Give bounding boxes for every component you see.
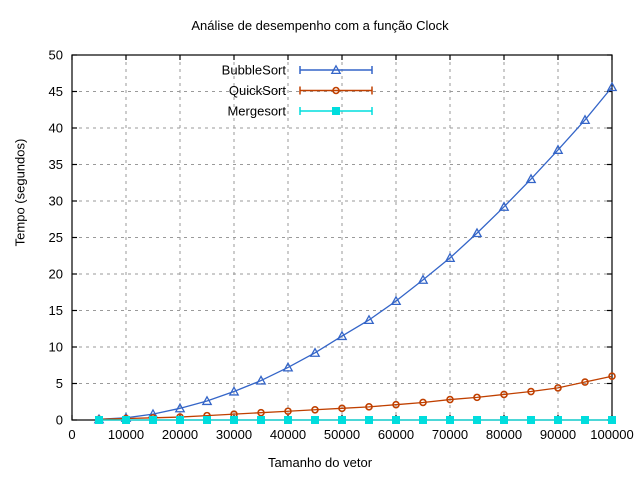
x-tick-label: 70000 — [432, 427, 468, 442]
data-point-marker — [95, 416, 103, 424]
data-point-marker — [338, 404, 346, 413]
y-tick-label: 15 — [49, 303, 63, 318]
gridlines — [72, 55, 612, 420]
data-point-marker — [446, 416, 454, 424]
x-tick-label: 20000 — [162, 427, 198, 442]
x-tick-label: 90000 — [540, 427, 576, 442]
data-point-marker — [473, 416, 481, 424]
data-point-marker — [527, 416, 535, 424]
data-point-marker — [228, 385, 240, 396]
y-tick-label: 0 — [56, 413, 63, 428]
x-tick-label: 60000 — [378, 427, 414, 442]
data-point-marker — [554, 384, 562, 392]
data-point-marker — [230, 416, 238, 424]
legend-label-quicksort: QuickSort — [229, 83, 286, 98]
legend-sample-quicksort — [299, 86, 373, 95]
data-series-group — [93, 81, 618, 424]
data-point-marker — [579, 114, 591, 125]
y-tick-label: 45 — [49, 84, 63, 99]
x-tick-label: 30000 — [216, 427, 252, 442]
x-axis-title: Tamanho do vetor — [267, 455, 373, 470]
data-point-marker — [552, 144, 564, 154]
x-axis-tick-labels: 0 10000 20000 30000 40000 50000 60000 70000 8000… — [68, 427, 633, 442]
data-point-marker — [365, 403, 373, 411]
legend-label-mergesort: Mergesort — [227, 104, 286, 119]
chart-title: Análise de desempenho com a função Clock — [191, 18, 449, 33]
data-point-marker — [336, 330, 348, 341]
data-point-marker — [203, 416, 211, 424]
data-point-marker — [527, 387, 535, 396]
legend-label-bubblesort: BubbleSort — [222, 63, 287, 78]
data-point-marker — [392, 400, 400, 409]
data-point-marker — [471, 227, 483, 238]
data-point-marker — [311, 416, 319, 424]
data-point-marker — [390, 295, 402, 306]
data-point-marker — [581, 378, 589, 386]
data-point-marker — [419, 398, 427, 407]
y-tick-label: 50 — [49, 48, 63, 63]
y-axis-tick-labels: 0 5 10 15 20 25 30 35 40 45 50 — [49, 48, 63, 428]
data-point-marker — [417, 274, 429, 284]
data-point-marker — [176, 416, 184, 424]
data-point-marker — [149, 416, 157, 424]
y-tick-label: 35 — [49, 157, 63, 172]
data-point-marker — [257, 416, 265, 424]
data-point-marker — [330, 64, 342, 75]
data-point-marker — [201, 395, 213, 406]
legend-sample-bubblesort — [299, 64, 373, 75]
data-point-marker — [363, 314, 375, 325]
y-tick-label: 20 — [49, 267, 63, 282]
data-point-marker — [122, 416, 130, 424]
data-point-marker — [332, 86, 340, 95]
data-point-marker — [606, 81, 618, 92]
data-point-marker — [554, 416, 562, 424]
data-point-marker — [282, 361, 294, 372]
legend: BubbleSort QuickSort Mergesort — [222, 63, 373, 119]
y-tick-label: 10 — [49, 340, 63, 355]
series-quicksort — [95, 372, 616, 424]
data-point-marker — [311, 405, 319, 414]
x-tick-label: 40000 — [270, 427, 306, 442]
data-point-marker — [608, 416, 616, 424]
data-point-marker — [284, 407, 292, 416]
y-tick-label: 25 — [49, 230, 63, 245]
data-point-marker — [500, 390, 508, 399]
data-point-marker — [608, 372, 616, 381]
data-point-marker — [473, 393, 481, 402]
x-tick-label: 80000 — [486, 427, 522, 442]
y-tick-label: 5 — [56, 376, 63, 391]
data-point-marker — [338, 416, 346, 424]
y-tick-label: 40 — [49, 121, 63, 136]
y-tick-label: 30 — [49, 194, 63, 209]
data-point-marker — [332, 107, 340, 115]
data-point-marker — [257, 408, 265, 417]
data-point-marker — [446, 395, 454, 404]
legend-sample-mergesort — [299, 107, 373, 115]
x-tick-label: 100000 — [590, 427, 633, 442]
data-point-marker — [255, 375, 267, 385]
data-point-marker — [365, 416, 373, 424]
data-point-marker — [174, 402, 186, 413]
data-point-marker — [309, 347, 321, 357]
data-point-marker — [581, 416, 589, 424]
x-tick-label: 50000 — [324, 427, 360, 442]
data-point-marker — [284, 416, 292, 424]
data-point-marker — [419, 416, 427, 424]
series-mergesort — [95, 416, 616, 424]
data-point-marker — [498, 201, 510, 211]
data-point-marker — [525, 173, 537, 184]
data-point-marker — [392, 416, 400, 424]
x-tick-label: 0 — [68, 427, 75, 442]
data-point-marker — [444, 252, 456, 262]
x-tick-label: 10000 — [108, 427, 144, 442]
series-bubblesort — [93, 81, 618, 424]
data-point-marker — [500, 416, 508, 424]
